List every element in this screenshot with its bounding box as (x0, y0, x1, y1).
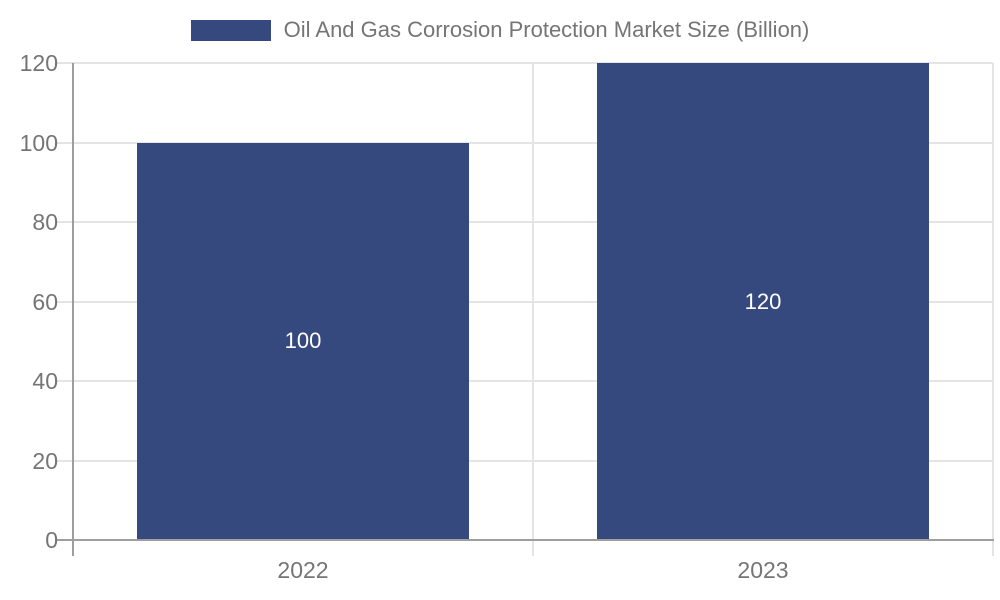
y-tick-label: 60 (32, 288, 58, 315)
y-axis-line (72, 63, 74, 556)
y-tick-label: 20 (32, 447, 58, 474)
x-tick-label: 2022 (277, 557, 329, 583)
y-gridline (57, 459, 993, 462)
y-gridline (57, 221, 993, 223)
y-tick-label: 40 (32, 368, 58, 394)
y-gridline (57, 141, 993, 144)
bar: 120 (597, 63, 929, 540)
y-gridline (57, 62, 993, 64)
legend-swatch (190, 19, 271, 41)
x-gridline (992, 63, 994, 556)
chart-legend: Oil And Gas Corrosion Protection Market … (0, 14, 1000, 46)
y-gridline (57, 300, 993, 303)
x-gridline (532, 63, 534, 556)
y-gridline (57, 380, 993, 382)
y-tick-label: 120 (19, 50, 58, 76)
x-tick-label: 2023 (737, 557, 789, 583)
bar-value-label: 120 (744, 288, 782, 314)
y-tick-label: 100 (19, 129, 58, 156)
y-tick-label: 80 (32, 209, 58, 235)
bar-value-label: 100 (284, 328, 322, 354)
y-tick-label: 0 (45, 527, 58, 553)
x-axis-line (57, 539, 994, 541)
bar: 100 (137, 142, 469, 540)
legend-label: Oil And Gas Corrosion Protection Market … (283, 17, 810, 42)
